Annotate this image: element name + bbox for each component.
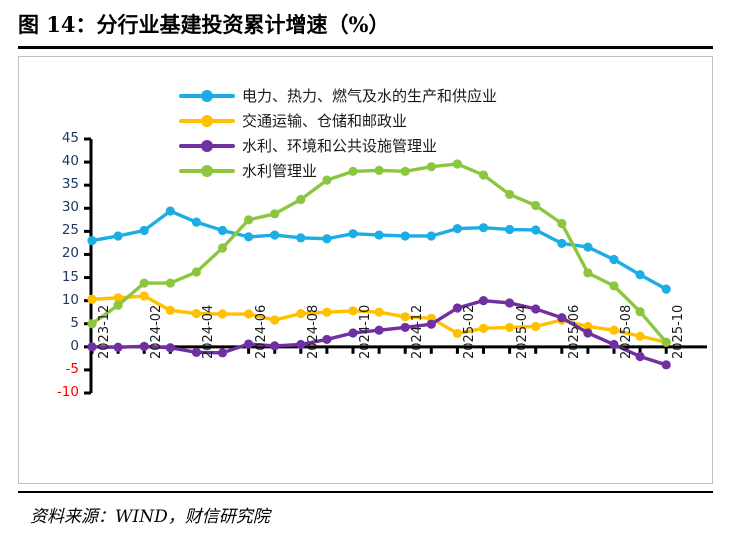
y-axis-tick-label: 30 — [61, 199, 79, 216]
x-axis-tick-label: 2024-06 — [253, 304, 269, 359]
x-axis-tick-label: 2024-04 — [201, 304, 217, 359]
footer-divider — [18, 491, 713, 493]
title-divider — [18, 46, 713, 49]
line-chart-plot — [84, 137, 707, 395]
y-axis-tick-label: 35 — [61, 176, 79, 193]
chart-legend: 电力、热力、燃气及水的生产和供应业 交通运输、仓储和邮政业水利、环境和公共设施管理… — [179, 83, 497, 183]
x-axis-tick-label: 2025-04 — [514, 304, 530, 359]
legend-item-2[interactable]: 交通运输、仓储和邮政业 — [179, 108, 497, 133]
y-axis-tick-label: 15 — [61, 268, 79, 285]
y-axis-tick-label: 25 — [61, 222, 79, 239]
x-axis-tick-label: 2024-08 — [305, 304, 321, 359]
title-area: 图 14：分行业基建投资累计增速（%） — [18, 8, 713, 50]
y-axis-tick-label: 0 — [70, 337, 79, 354]
x-axis-tick-label: 2025-06 — [566, 304, 582, 359]
source-note: 资料来源：WIND，财信研究院 — [30, 507, 270, 527]
legend-item-3[interactable]: 水利、环境和公共设施管理业 — [179, 133, 497, 158]
y-axis-tick-label: 45 — [61, 130, 79, 146]
y-axis-tick-label: 20 — [61, 245, 79, 262]
legend-swatch-icon — [179, 114, 235, 128]
y-axis-tick-label: 5 — [70, 314, 79, 331]
page-title: 图 14：分行业基建投资累计增速（%） — [18, 12, 390, 37]
legend-item-4[interactable]: 水利管理业 — [179, 158, 497, 183]
y-axis-tick-label: -5 — [65, 360, 79, 377]
legend-swatch-icon — [179, 139, 235, 153]
legend-label: 水利管理业 — [242, 162, 318, 180]
legend-label: 水利、环境和公共设施管理业 — [242, 137, 438, 155]
x-axis-tick-label: 2023-12 — [97, 304, 112, 359]
x-axis-tick-label: 2025-08 — [619, 304, 634, 359]
x-axis-tick-label: 2025-02 — [462, 304, 478, 359]
chart-container: 电力、热力、燃气及水的生产和供应业 交通运输、仓储和邮政业水利、环境和公共设施管理… — [18, 56, 713, 484]
legend-item-1[interactable]: 电力、热力、燃气及水的生产和供应业 — [179, 83, 497, 108]
x-axis-tick-label: 2025-10 — [671, 304, 687, 359]
y-axis-tick-label: -10 — [56, 384, 79, 400]
legend-swatch-icon — [179, 164, 235, 178]
legend-label: 交通运输、仓储和邮政业 — [242, 112, 408, 130]
y-axis-tick-label: 40 — [61, 153, 79, 170]
x-axis-tick-label: 2024-02 — [149, 304, 165, 359]
y-axis-tick-label: 10 — [61, 291, 79, 308]
legend-label: 电力、热力、燃气及水的生产和供应业 — [242, 87, 498, 105]
x-axis-tick-label: 2024-12 — [410, 304, 426, 359]
legend-swatch-icon — [179, 89, 235, 103]
x-axis-tick-label: 2024-10 — [358, 304, 373, 359]
